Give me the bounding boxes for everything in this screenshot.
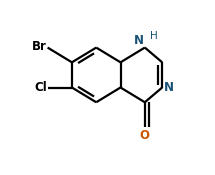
Text: N: N: [134, 34, 144, 47]
Text: O: O: [140, 129, 150, 142]
Text: Br: Br: [32, 40, 47, 53]
Text: Cl: Cl: [34, 81, 47, 94]
Text: N: N: [164, 81, 174, 94]
Text: H: H: [150, 32, 158, 41]
